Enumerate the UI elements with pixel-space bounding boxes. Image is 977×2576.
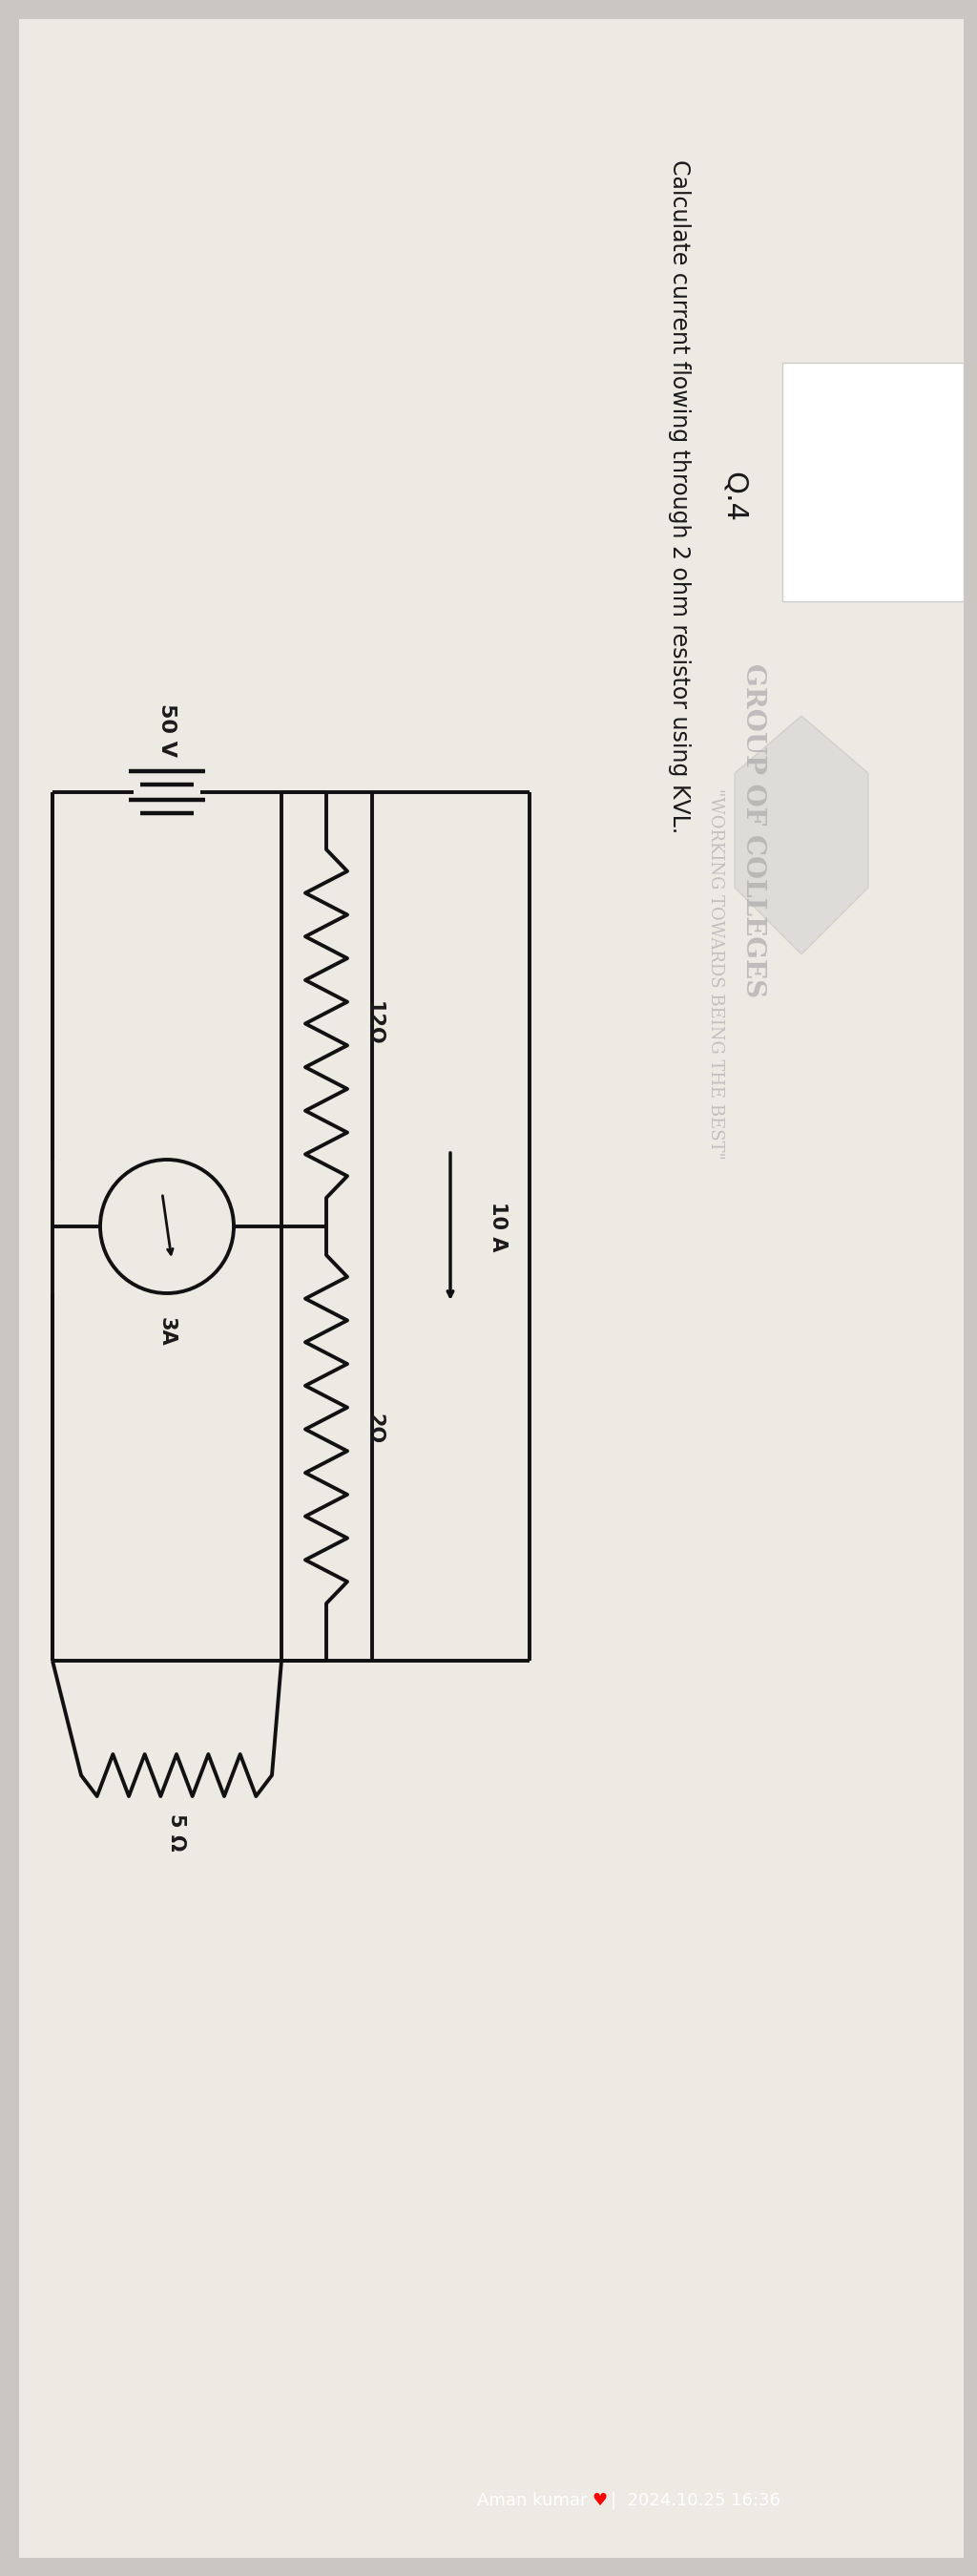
Text: 12Ω: 12Ω [364,1002,384,1046]
Text: 50 V: 50 V [157,703,177,757]
Text: Aman kumar: Aman kumar [477,2491,587,2509]
Polygon shape [735,716,869,956]
Text: 2Ω: 2Ω [364,1414,384,1445]
Text: Calculate current flowing through 2 ohm resistor using KVL.: Calculate current flowing through 2 ohm … [668,160,691,832]
Text: 10 A: 10 A [488,1200,508,1252]
Text: 5 Ω: 5 Ω [167,1814,186,1852]
Text: GROUP OF COLLEGES: GROUP OF COLLEGES [741,662,767,997]
Text: Q.4: Q.4 [720,471,748,520]
Text: ♥: ♥ [591,2491,607,2509]
Text: 3A: 3A [157,1316,177,1347]
Bar [783,363,963,600]
Text: |  2024.10.25 16:36: | 2024.10.25 16:36 [611,2491,781,2509]
Text: "WORKING TOWARDS BEING THE BEST": "WORKING TOWARDS BEING THE BEST" [707,788,724,1159]
